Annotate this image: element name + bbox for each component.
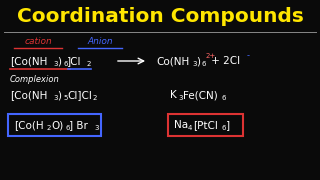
Text: 6: 6 xyxy=(222,95,227,101)
Text: cation: cation xyxy=(24,37,52,46)
Text: Anion: Anion xyxy=(87,37,113,46)
Text: K: K xyxy=(170,90,177,100)
Text: 4: 4 xyxy=(188,125,192,131)
Text: Coordination Compounds: Coordination Compounds xyxy=(17,8,303,26)
Text: [PtCl: [PtCl xyxy=(193,120,218,130)
Text: Cl]Cl: Cl]Cl xyxy=(67,90,92,100)
Text: 3: 3 xyxy=(192,61,196,67)
Text: Co(NH: Co(NH xyxy=(156,56,189,66)
Text: 6: 6 xyxy=(202,61,206,67)
Text: O): O) xyxy=(51,120,63,130)
Text: 6: 6 xyxy=(65,125,69,131)
Text: + 2Cl: + 2Cl xyxy=(208,56,240,66)
Text: ]Cl: ]Cl xyxy=(67,56,82,66)
Text: 2: 2 xyxy=(93,95,97,101)
Text: -: - xyxy=(247,51,250,60)
Text: 3: 3 xyxy=(53,95,58,101)
Text: 2+: 2+ xyxy=(206,53,216,59)
Text: 3: 3 xyxy=(53,61,58,67)
Text: 2: 2 xyxy=(47,125,52,131)
Text: 6: 6 xyxy=(222,125,227,131)
Text: [Co(NH: [Co(NH xyxy=(10,56,47,66)
Text: Na: Na xyxy=(174,120,188,130)
Text: 3: 3 xyxy=(94,125,99,131)
Text: ] Br: ] Br xyxy=(69,120,88,130)
Text: ): ) xyxy=(57,56,61,66)
Text: 5: 5 xyxy=(63,95,68,101)
Text: [Co(NH: [Co(NH xyxy=(10,90,47,100)
Text: [Co(H: [Co(H xyxy=(14,120,44,130)
Text: Fe(CN): Fe(CN) xyxy=(183,90,218,100)
Text: ]: ] xyxy=(226,120,230,130)
Text: Complexion: Complexion xyxy=(10,75,60,84)
Text: 2: 2 xyxy=(87,61,92,67)
Text: 6: 6 xyxy=(63,61,68,67)
Text: ): ) xyxy=(196,56,200,66)
Text: ): ) xyxy=(57,90,61,100)
Text: 3: 3 xyxy=(178,95,182,101)
